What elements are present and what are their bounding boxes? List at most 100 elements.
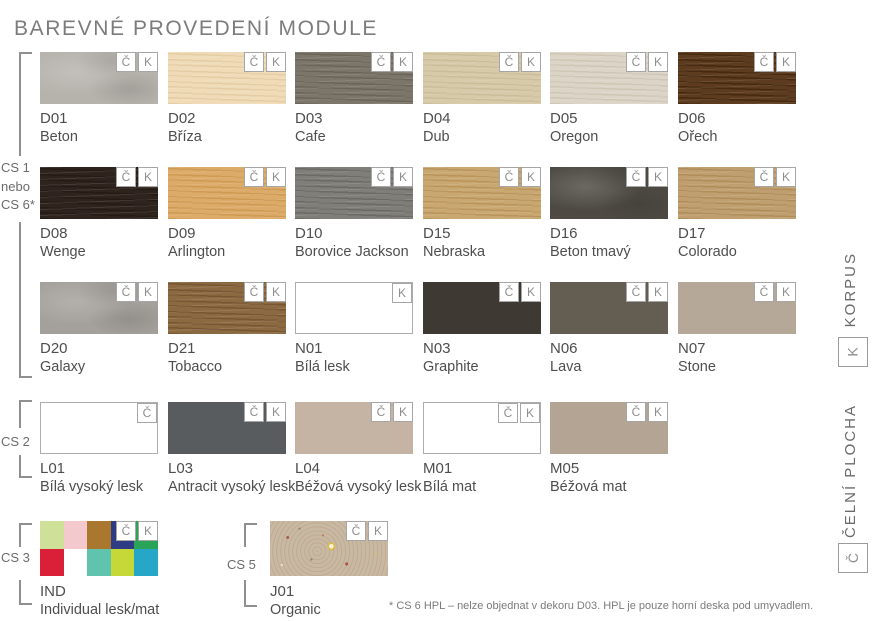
material-sample: Č K xyxy=(678,282,796,334)
korpus-badge-icon: K xyxy=(648,167,668,187)
swatch-name: Dub xyxy=(423,129,450,145)
swatch-code: D08 xyxy=(40,225,68,242)
swatch-code: D05 xyxy=(550,110,578,127)
cs3-bracket-bottom xyxy=(19,580,35,605)
celni-badge-icon: Č xyxy=(244,52,264,72)
footnote: * CS 6 HPL – nelze objednat v dekoru D03… xyxy=(389,600,814,612)
korpus-badge-icon: K xyxy=(393,52,413,72)
korpus-badge-icon: K xyxy=(521,167,541,187)
swatch-cell-j01: Č K J01 Organic xyxy=(270,521,388,618)
swatch-code: N07 xyxy=(678,340,706,357)
material-sample: Č K xyxy=(168,167,286,219)
swatch-code: D09 xyxy=(168,225,196,242)
swatch-name: Bílá lesk xyxy=(295,359,350,375)
material-sample: Č K xyxy=(295,402,413,454)
cs1-bracket-top xyxy=(19,52,35,156)
material-sample: Č K xyxy=(678,167,796,219)
swatch-name: Arlington xyxy=(168,244,226,260)
swatch-code: J01 xyxy=(270,583,295,600)
material-sample: Č K xyxy=(168,282,286,334)
swatch-code: D06 xyxy=(678,110,706,127)
swatch-cell-m05: Č K M05 Béžová mat xyxy=(550,402,668,495)
korpus-badge-icon: K xyxy=(138,167,158,187)
material-sample: K xyxy=(295,282,413,334)
swatch-name: Stone xyxy=(678,359,716,375)
swatch-code: N03 xyxy=(423,340,451,357)
cs3-group-label: CS 3 xyxy=(1,550,30,565)
celni-badge-icon: Č xyxy=(371,402,391,422)
korpus-vertical-label: KORPUS xyxy=(842,252,859,328)
material-sample: Č K xyxy=(423,52,541,104)
swatch-name: Bílá mat xyxy=(423,479,477,495)
cs1-line: CS 6* xyxy=(1,197,35,212)
material-sample: Č K xyxy=(168,52,286,104)
badge-group: Č K xyxy=(754,52,796,72)
swatch-name: Béžová vysoký lesk xyxy=(295,479,422,495)
badge-group: Č K xyxy=(626,282,668,302)
material-sample: Č K xyxy=(40,282,158,334)
cs2-bracket-top xyxy=(19,400,35,428)
badge-group: Č K xyxy=(244,167,286,187)
celni-legend-badge-icon: Č xyxy=(838,543,868,573)
celni-badge-icon: Č xyxy=(754,167,774,187)
swatch-name: Colorado xyxy=(678,244,737,260)
swatch-code: M01 xyxy=(423,460,453,477)
korpus-badge-icon: K xyxy=(138,521,158,541)
korpus-badge-icon: K xyxy=(521,282,541,302)
swatch-cell-d04: Č K D04 Dub xyxy=(423,52,541,145)
color-tile xyxy=(63,521,88,549)
korpus-badge-icon: K xyxy=(266,52,286,72)
swatch-cell-d16: Č K D16 Beton tmavý xyxy=(550,167,668,260)
korpus-badge-icon: K xyxy=(648,282,668,302)
swatch-name: Lava xyxy=(550,359,582,375)
material-sample: Č K xyxy=(40,52,158,104)
material-sample: Č K xyxy=(678,52,796,104)
swatch-code: D01 xyxy=(40,110,68,127)
celni-badge-icon: Č xyxy=(244,282,264,302)
badge-group: Č K xyxy=(371,52,413,72)
swatch-code: L04 xyxy=(295,460,321,477)
korpus-badge-icon: K xyxy=(521,52,541,72)
swatch-cell-d17: Č K D17 Colorado xyxy=(678,167,796,260)
badge-group: Č K xyxy=(499,52,541,72)
swatch-code: D21 xyxy=(168,340,196,357)
swatch-code: D20 xyxy=(40,340,68,357)
swatch-cell-l04: Č K L04 Béžová vysoký lesk xyxy=(295,402,422,495)
celni-badge-icon: Č xyxy=(116,167,136,187)
swatch-name: Individual lesk/mat xyxy=(40,602,160,618)
korpus-badge-icon: K xyxy=(392,283,412,303)
page-title: BAREVNÉ PROVEDENÍ MODULE xyxy=(14,17,378,41)
korpus-badge-icon: K xyxy=(776,282,796,302)
badge-group: Č K xyxy=(626,52,668,72)
material-sample: Č K xyxy=(295,52,413,104)
badge-group: Č K xyxy=(346,521,388,541)
celni-badge-icon: Č xyxy=(626,52,646,72)
celni-badge-icon: Č xyxy=(754,282,774,302)
swatch-code: M05 xyxy=(550,460,580,477)
celni-badge-icon: Č xyxy=(116,521,136,541)
color-tile xyxy=(40,521,64,549)
color-tile xyxy=(40,548,64,576)
cs2-bracket-bottom xyxy=(19,455,35,478)
badge-group: Č K xyxy=(371,167,413,187)
korpus-badge-icon: K xyxy=(776,52,796,72)
badge-group: Č K xyxy=(498,403,540,423)
cs5-group-label: CS 5 xyxy=(227,557,256,572)
celni-legend-letter: Č xyxy=(845,552,861,564)
celni-badge-icon: Č xyxy=(116,282,136,302)
korpus-legend-badge-icon: K xyxy=(838,337,868,367)
color-tile xyxy=(87,521,111,549)
swatch-cell-d08: Č K D08 Wenge xyxy=(40,167,158,260)
swatch-cell-n03: Č K N03 Graphite xyxy=(423,282,541,375)
swatch-cell-d09: Č K D09 Arlington xyxy=(168,167,286,260)
korpus-legend-letter: K xyxy=(845,347,861,357)
color-tile xyxy=(110,548,135,576)
celni-badge-icon: Č xyxy=(244,402,264,422)
badge-group: Č K xyxy=(116,167,158,187)
swatch-cell-d15: Č K D15 Nebraska xyxy=(423,167,541,260)
swatch-cell-d01: Č K D01 Beton xyxy=(40,52,158,145)
badge-group: Č K xyxy=(499,282,541,302)
swatch-name: Ořech xyxy=(678,129,718,145)
celni-badge-icon: Č xyxy=(346,521,366,541)
swatch-name: Béžová mat xyxy=(550,479,627,495)
